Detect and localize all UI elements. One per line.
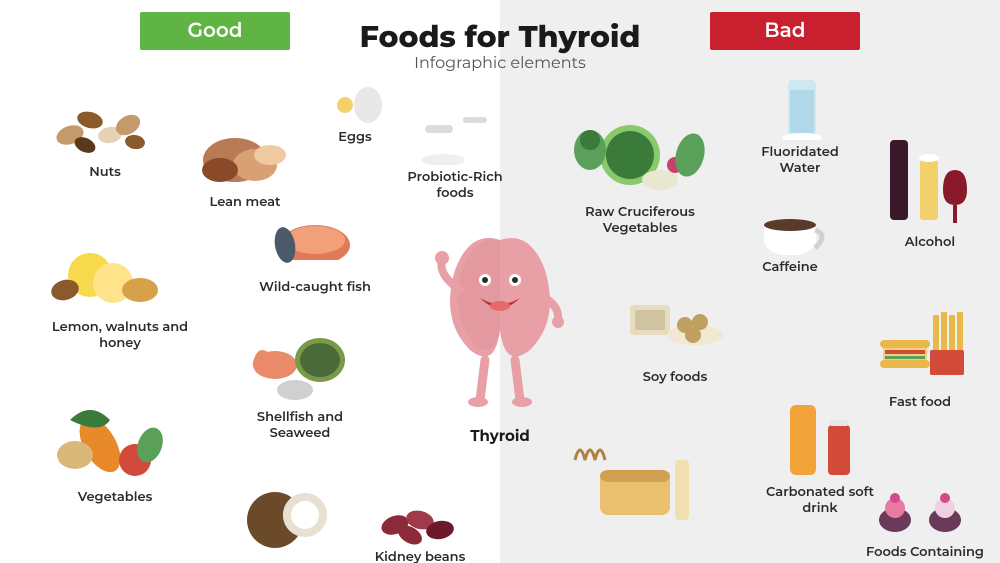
shellfish-icon — [225, 320, 375, 405]
lean-meat-icon — [180, 110, 310, 190]
good-item-lean-meat: Lean meat — [180, 110, 310, 210]
lemon-icon — [45, 235, 195, 315]
bad-badge: Bad — [710, 12, 860, 50]
bad-item-bread — [560, 430, 720, 540]
crucifer-label: Raw Cruciferous Vegetables — [565, 204, 715, 237]
good-item-shellfish: Shellfish and Seaweed — [225, 320, 375, 442]
soft-icon — [750, 390, 890, 480]
thyroid-icon — [420, 220, 580, 420]
good-item-nuts: Nuts — [40, 80, 170, 180]
eggs-label: Eggs — [338, 129, 371, 145]
bad-item-sugar: Foods Containing — [855, 480, 995, 560]
sugar-icon — [855, 480, 995, 540]
soy-label: Soy foods — [643, 369, 708, 385]
fastfood-label: Fast food — [889, 394, 951, 410]
sugar-label: Foods Containing — [866, 544, 984, 560]
alcohol-label: Alcohol — [905, 234, 955, 250]
crucifer-icon — [560, 110, 720, 200]
bad-item-soy: Soy foods — [600, 280, 750, 385]
bread-icon — [560, 430, 720, 540]
shellfish-label: Shellfish and Seaweed — [225, 409, 375, 442]
infographic-stage: Foods for Thyroid Infographic elements G… — [0, 0, 1000, 563]
veg-label: Vegetables — [78, 489, 153, 505]
nuts-icon — [40, 80, 170, 160]
fish-icon — [245, 200, 385, 275]
probiotic-icon — [395, 105, 515, 165]
alcohol-icon — [870, 120, 990, 230]
water-icon — [740, 70, 860, 140]
coconut-icon — [230, 470, 340, 550]
veg-icon — [40, 390, 190, 485]
good-item-fish: Wild-caught fish — [245, 200, 385, 295]
nuts-label: Nuts — [89, 164, 121, 180]
thyroid-label: Thyroid — [470, 426, 530, 445]
water-label: Fluoridated Water — [740, 144, 860, 177]
probiotic-label: Probiotic-Rich foods — [395, 169, 515, 202]
good-item-probiotic: Probiotic-Rich foods — [395, 105, 515, 202]
caffeine-icon — [735, 195, 845, 255]
good-badge: Good — [140, 12, 290, 50]
fastfood-icon — [855, 300, 985, 390]
bad-item-caffeine: Caffeine — [735, 195, 845, 275]
good-item-veg: Vegetables — [40, 390, 190, 505]
good-item-coconut — [230, 470, 340, 550]
good-item-lemon: Lemon, walnuts and honey — [45, 235, 195, 352]
bad-item-water: Fluoridated Water — [740, 70, 860, 177]
good-item-eggs: Eggs — [310, 70, 400, 145]
eggs-icon — [310, 70, 400, 125]
fish-label: Wild-caught fish — [259, 279, 371, 295]
caffeine-label: Caffeine — [762, 259, 818, 275]
bad-item-alcohol: Alcohol — [870, 120, 990, 250]
kidney-label: Kidney beans — [375, 549, 466, 563]
lemon-label: Lemon, walnuts and honey — [45, 319, 195, 352]
good-badge-label: Good — [188, 19, 243, 43]
bad-item-crucifer: Raw Cruciferous Vegetables — [560, 110, 720, 237]
bad-badge-label: Bad — [764, 19, 805, 43]
soy-icon — [600, 280, 750, 365]
kidney-icon — [360, 490, 480, 545]
thyroid-character: Thyroid — [420, 220, 580, 445]
good-item-kidney: Kidney beans — [360, 490, 480, 563]
